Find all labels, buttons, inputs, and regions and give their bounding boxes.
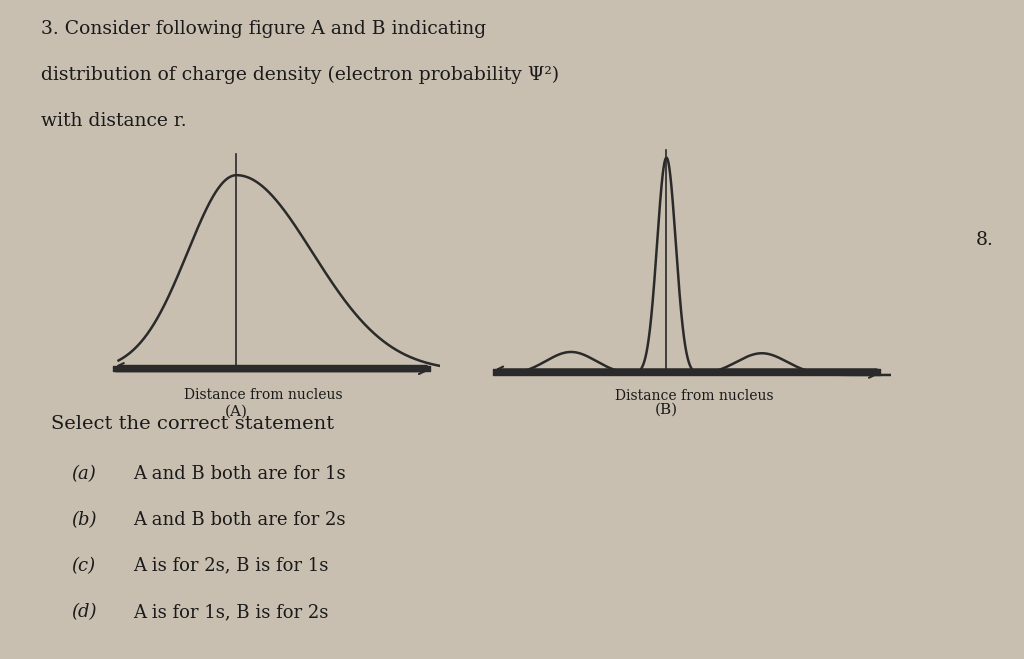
Text: (A): (A) bbox=[225, 405, 248, 418]
Text: Select the correct statement: Select the correct statement bbox=[51, 415, 334, 433]
Text: 3. Consider following figure A and B indicating: 3. Consider following figure A and B ind… bbox=[41, 20, 486, 38]
Text: Distance from nucleus: Distance from nucleus bbox=[184, 388, 343, 402]
Text: A and B both are for 1s: A and B both are for 1s bbox=[133, 465, 346, 482]
Text: A is for 1s, B is for 2s: A is for 1s, B is for 2s bbox=[133, 603, 329, 621]
Text: (d): (d) bbox=[72, 603, 97, 621]
Text: (b): (b) bbox=[72, 511, 97, 529]
Text: (c): (c) bbox=[72, 557, 96, 575]
Text: (a): (a) bbox=[72, 465, 96, 482]
Text: Distance from nucleus: Distance from nucleus bbox=[615, 389, 774, 403]
Text: (B): (B) bbox=[655, 403, 678, 417]
Text: 8.: 8. bbox=[976, 231, 993, 248]
Text: A and B both are for 2s: A and B both are for 2s bbox=[133, 511, 346, 529]
Text: distribution of charge density (electron probability Ψ²): distribution of charge density (electron… bbox=[41, 66, 559, 84]
Text: A is for 2s, B is for 1s: A is for 2s, B is for 1s bbox=[133, 557, 329, 575]
Text: with distance r.: with distance r. bbox=[41, 112, 186, 130]
